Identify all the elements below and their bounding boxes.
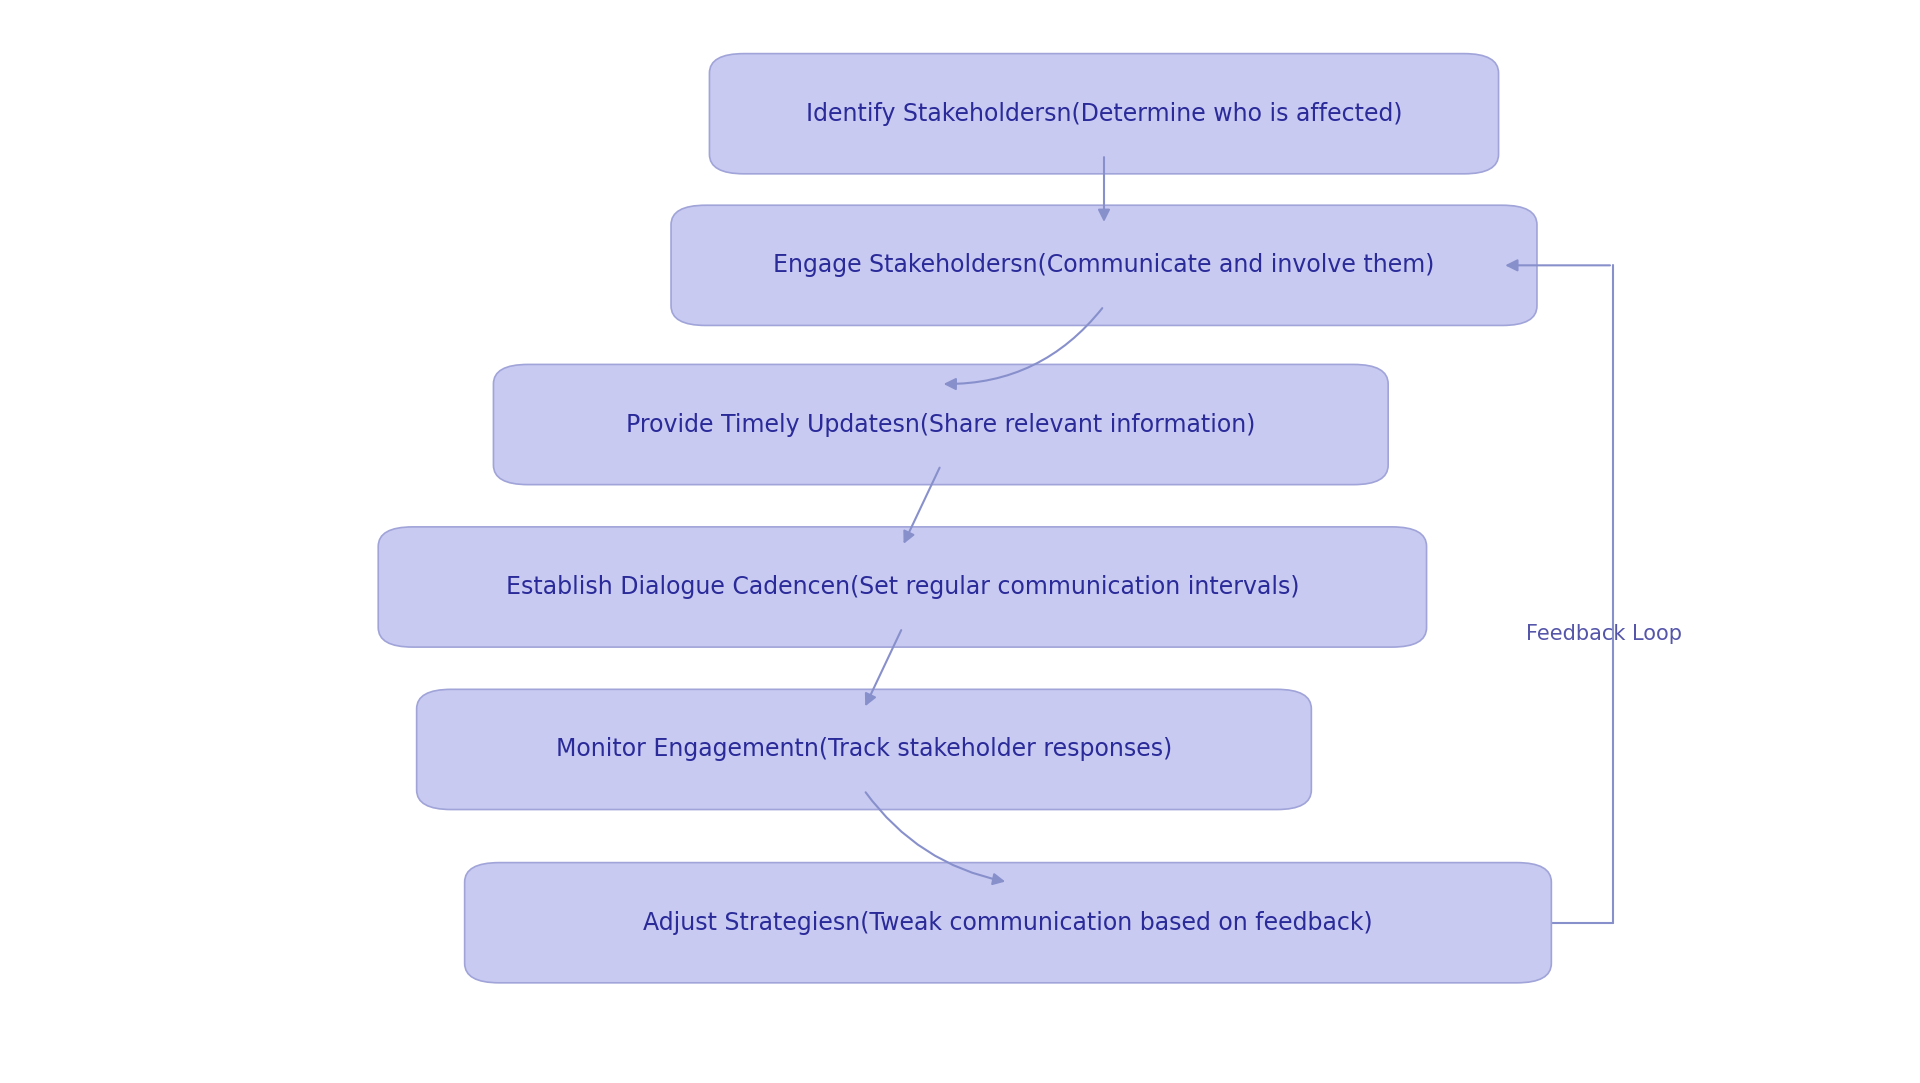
FancyBboxPatch shape bbox=[493, 365, 1388, 485]
Text: Identify Stakeholdersn(Determine who is affected): Identify Stakeholdersn(Determine who is … bbox=[806, 102, 1402, 126]
Text: Establish Dialogue Cadencen(Set regular communication intervals): Establish Dialogue Cadencen(Set regular … bbox=[505, 575, 1300, 599]
FancyBboxPatch shape bbox=[465, 863, 1551, 983]
FancyBboxPatch shape bbox=[378, 526, 1427, 647]
FancyBboxPatch shape bbox=[708, 54, 1498, 174]
Text: Adjust Strategiesn(Tweak communication based on feedback): Adjust Strategiesn(Tweak communication b… bbox=[643, 911, 1373, 935]
Text: Feedback Loop: Feedback Loop bbox=[1526, 624, 1682, 643]
Text: Monitor Engagementn(Track stakeholder responses): Monitor Engagementn(Track stakeholder re… bbox=[557, 738, 1171, 761]
Text: Engage Stakeholdersn(Communicate and involve them): Engage Stakeholdersn(Communicate and inv… bbox=[774, 253, 1434, 277]
FancyBboxPatch shape bbox=[417, 690, 1311, 810]
FancyBboxPatch shape bbox=[670, 206, 1536, 325]
Text: Provide Timely Updatesn(Share relevant information): Provide Timely Updatesn(Share relevant i… bbox=[626, 413, 1256, 436]
